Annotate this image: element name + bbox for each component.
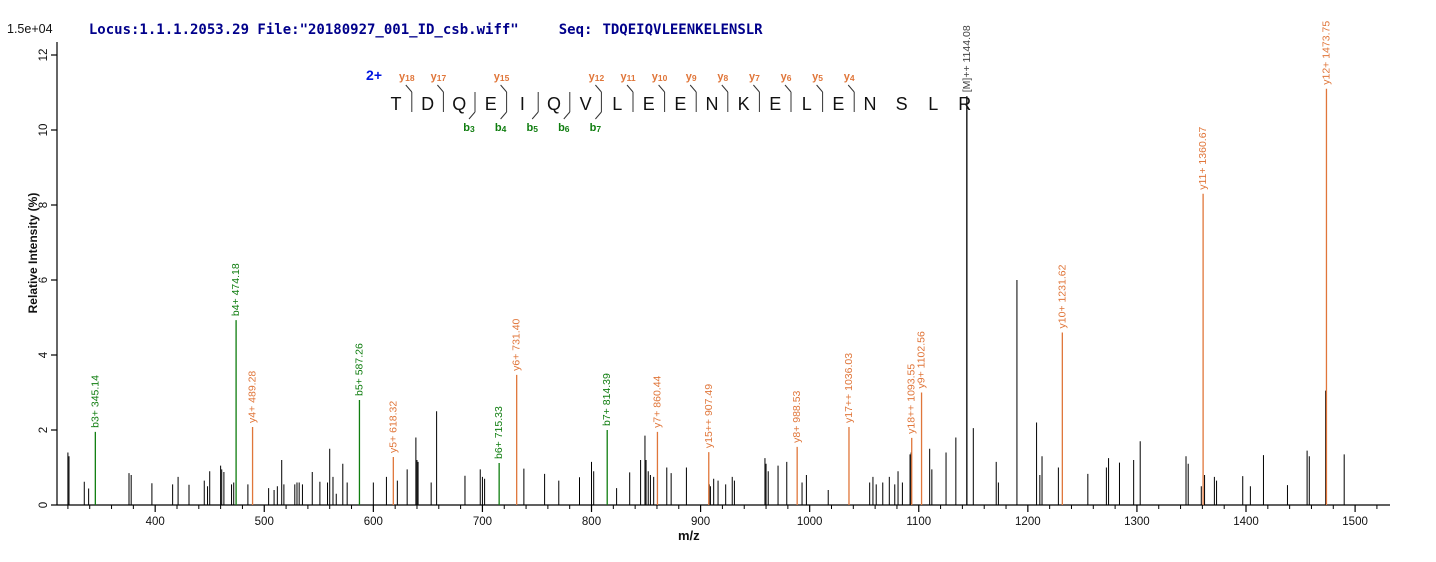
- peak-label: y8+ 988.53: [791, 390, 803, 442]
- sequence-residue: K: [738, 94, 750, 114]
- x-tick-label: 1100: [906, 516, 931, 528]
- x-tick-label: 900: [691, 516, 710, 528]
- y-ion-slash: [500, 84, 507, 93]
- sequence-residue: Q: [547, 94, 561, 114]
- peak-label: y4+ 489.28: [247, 371, 259, 423]
- y-ion-slash: [847, 84, 855, 93]
- x-tick-label: 500: [255, 516, 274, 528]
- sequence-residue: L: [928, 94, 938, 114]
- x-tick-label: 1000: [797, 516, 823, 528]
- x-axis-title: m/z: [678, 528, 700, 543]
- y-ion-slash: [816, 84, 823, 93]
- sequence-residue: L: [802, 94, 812, 114]
- sequence-residue: N: [706, 94, 719, 114]
- sequence-residue: L: [612, 94, 622, 114]
- sequence-residue: E: [643, 94, 655, 114]
- y-ion-label: y4: [844, 71, 855, 83]
- sequence-residue: V: [580, 94, 592, 114]
- x-tick-label: 600: [364, 516, 383, 528]
- y-ion-slash: [405, 84, 413, 93]
- y-ion-label: y5: [812, 71, 823, 83]
- b-ion-label: b5: [526, 122, 538, 134]
- peak-label: y17++ 1036.03: [843, 353, 855, 423]
- x-tick-label: 400: [146, 516, 165, 528]
- sequence-residue: E: [674, 94, 686, 114]
- b-ion-slash: [595, 111, 602, 120]
- y-ion-slash: [595, 84, 602, 93]
- b-ion-slash: [500, 111, 507, 120]
- peak-label: y5+ 618.32: [387, 401, 399, 453]
- b-ion-slash: [563, 111, 571, 120]
- x-tick-label: 1400: [1233, 516, 1259, 528]
- peak-label: [M]++ 1144.08: [961, 25, 973, 92]
- y-ion-label: y6: [781, 71, 792, 83]
- sequence-residue: E: [832, 94, 844, 114]
- peak-label: y15++ 907.49: [703, 384, 715, 448]
- y-tick-label: 10: [38, 124, 50, 137]
- peak-label: b6+ 715.33: [493, 406, 505, 459]
- y-ion-slash: [658, 84, 665, 93]
- seq-value: TDQEIQVLEENKELENSLR: [602, 22, 763, 38]
- peak-label: y7+ 860.44: [651, 375, 663, 427]
- b-ion-label: b3: [463, 122, 475, 134]
- y-tick-label: 8: [38, 202, 50, 208]
- b-ion-slash: [531, 111, 539, 120]
- y-tick-label: 6: [38, 277, 50, 283]
- locus-file-text: Locus:1.1.1.2053.29 File:"20180927_001_I…: [88, 22, 519, 38]
- y-ion-slash: [437, 84, 444, 93]
- peak-label: y18++ 1093.55: [906, 364, 918, 434]
- sequence-residue: R: [958, 94, 971, 114]
- sequence-residue: E: [769, 94, 781, 114]
- x-tick-label: 1500: [1342, 516, 1368, 528]
- peak-label: y9+ 1102.56: [916, 331, 928, 388]
- x-tick-label: 800: [582, 516, 601, 528]
- sequence-residue: D: [421, 94, 434, 114]
- peak-label: y10+ 1231.62: [1056, 264, 1068, 328]
- y-ion-slash: [626, 84, 634, 93]
- b-ion-label: b6: [558, 122, 570, 134]
- y-ion-label: y7: [749, 71, 760, 83]
- peak-label: y11+ 1360.67: [1197, 126, 1209, 189]
- x-tick-label: 700: [473, 516, 492, 528]
- precursor-charge-label: 2+: [366, 67, 382, 83]
- y-tick-label: 12: [38, 49, 50, 62]
- sequence-residue: S: [896, 94, 908, 114]
- y-ion-label: y18: [399, 71, 415, 83]
- b-ion-label: b7: [590, 122, 602, 134]
- peak-label: y12+ 1473.75: [1320, 21, 1332, 85]
- y-ion-label: y17: [431, 71, 447, 83]
- y-ion-label: y12: [589, 71, 605, 83]
- y-tick-label: 2: [38, 427, 50, 433]
- sequence-residue: N: [864, 94, 877, 114]
- y-ion-slash: [721, 84, 729, 93]
- y-ion-label: y9: [686, 71, 697, 83]
- seq-label: Seq:: [558, 22, 593, 38]
- x-tick-label: 1300: [1124, 516, 1150, 528]
- y-ion-label: y15: [494, 71, 510, 83]
- sequence-residue: T: [391, 94, 402, 114]
- y-ion-label: y11: [620, 71, 635, 83]
- header-line: Locus:1.1.1.2053.29 File:"20180927_001_I…: [72, 6, 763, 38]
- b-ion-label: b4: [495, 122, 507, 134]
- sequence-residue: I: [520, 94, 525, 114]
- y-ion-slash: [784, 84, 792, 93]
- y-tick-label: 0: [38, 502, 50, 508]
- y-ion-slash: [689, 84, 697, 93]
- y-tick-label: 4: [38, 351, 50, 358]
- intensity-scale-note: 1.5e+04: [7, 22, 53, 36]
- peak-label: b4+ 474.18: [230, 263, 242, 316]
- peak-label: b5+ 587.26: [353, 343, 365, 396]
- y-ion-label: y8: [717, 71, 728, 83]
- y-ion-label: y10: [652, 71, 668, 83]
- sequence-residue: Q: [452, 94, 466, 114]
- b-ion-slash: [468, 111, 476, 120]
- y-ion-slash: [753, 84, 760, 93]
- peak-label: y6+ 731.40: [511, 318, 523, 370]
- peak-label: b3+ 345.14: [89, 375, 101, 428]
- x-tick-label: 1200: [1015, 516, 1041, 528]
- sequence-residue: E: [485, 94, 497, 114]
- peak-label: b7+ 814.39: [601, 373, 613, 426]
